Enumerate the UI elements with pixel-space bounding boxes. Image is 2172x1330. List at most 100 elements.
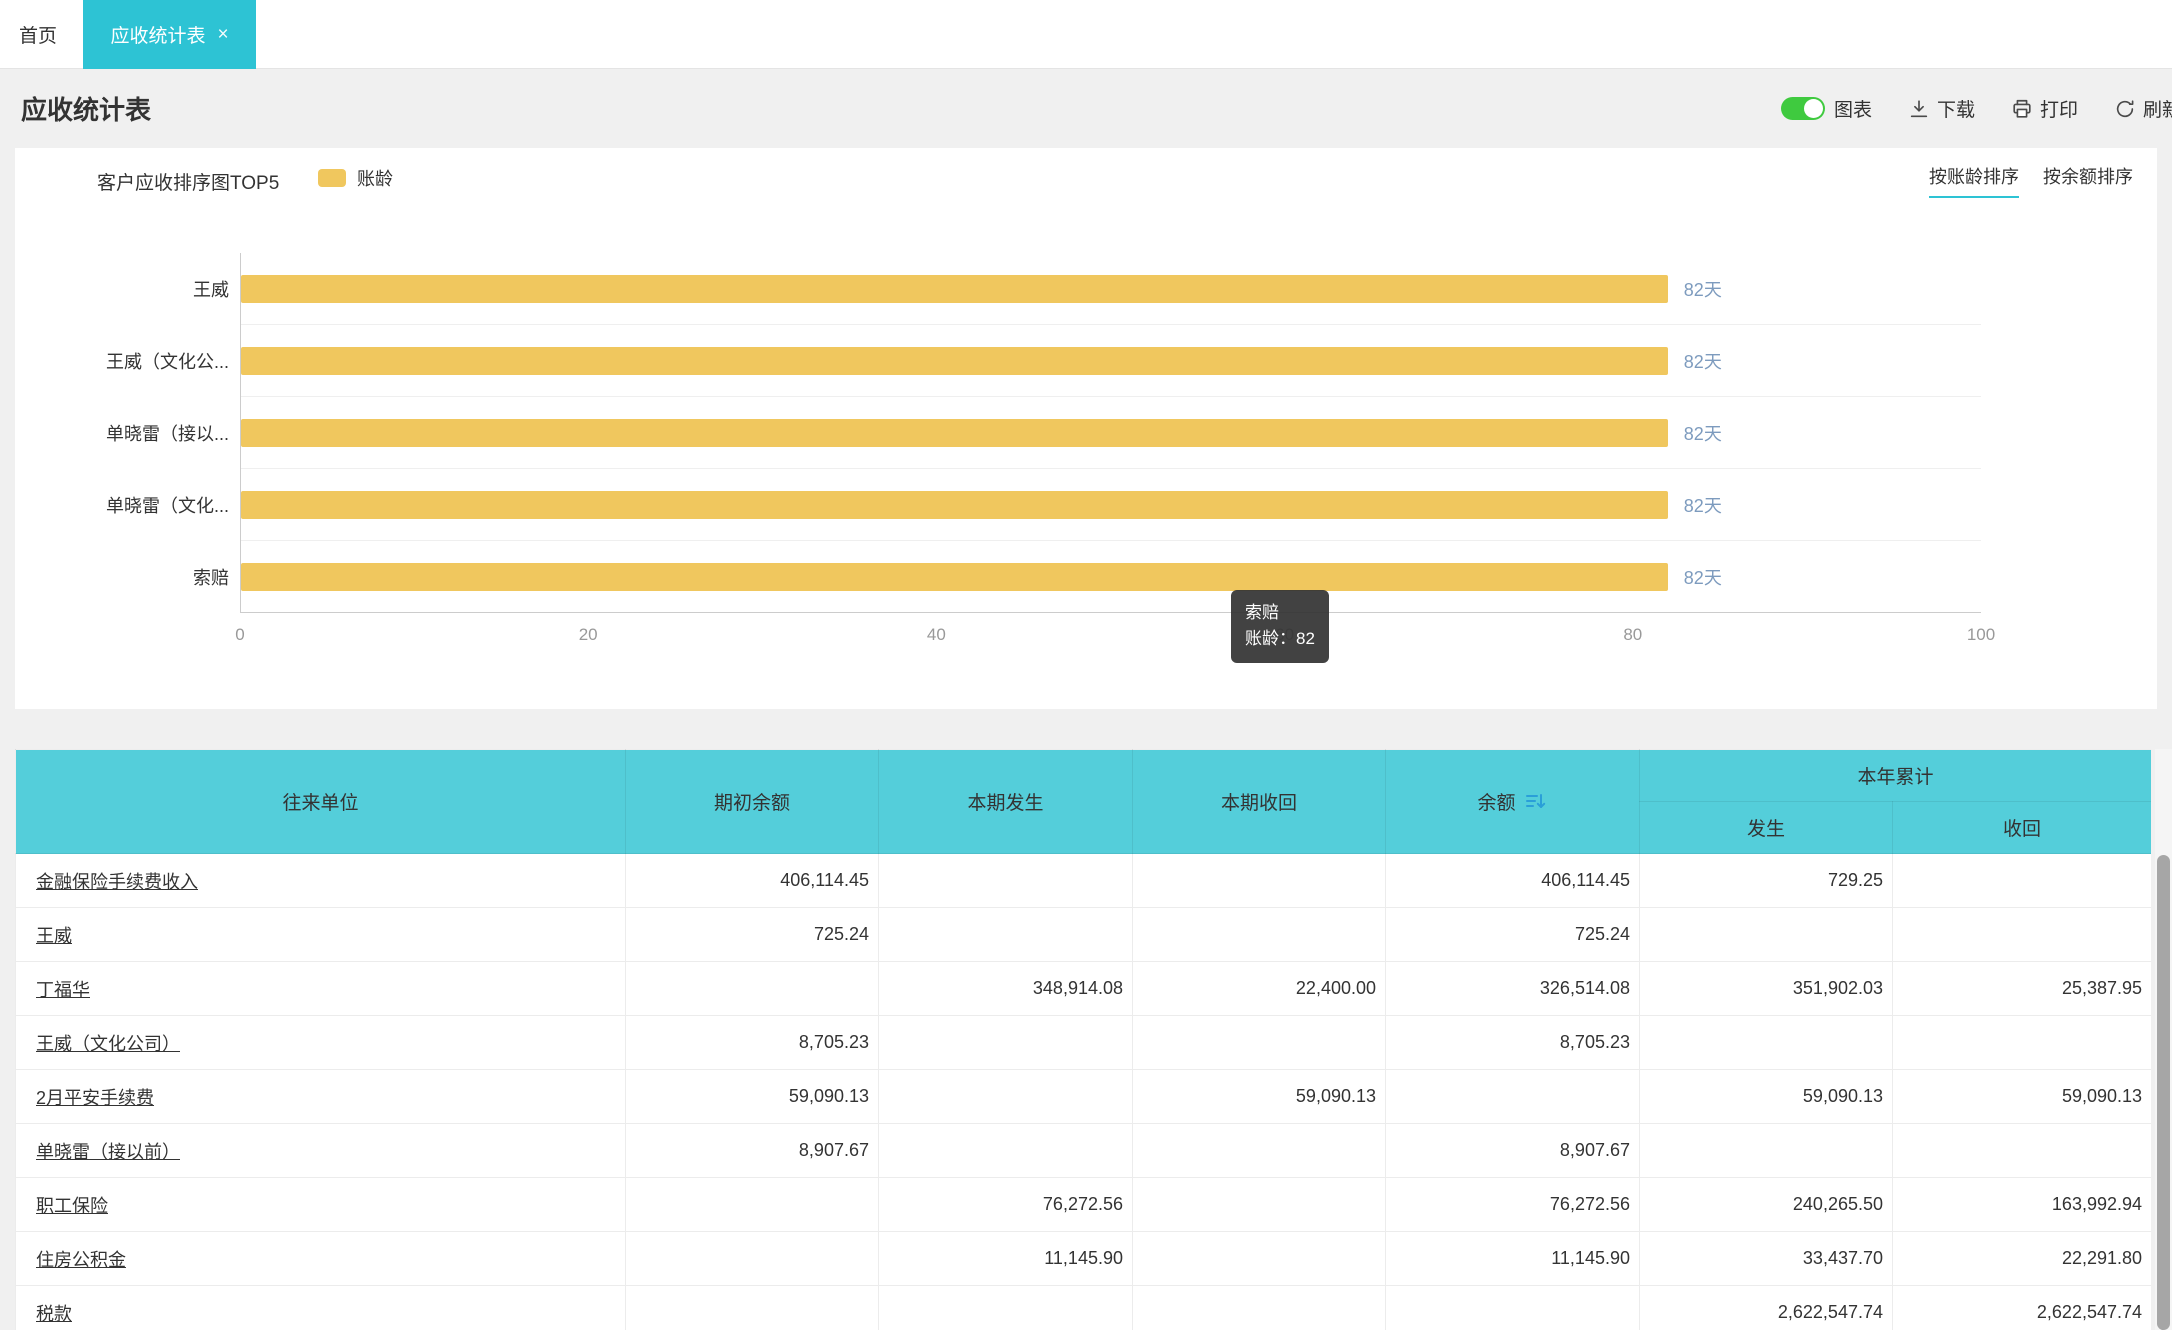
col-header-year-received[interactable]: 收回 — [1891, 801, 2151, 854]
counterparty-link[interactable]: 王威（文化公司） — [36, 1033, 180, 1054]
download-icon — [1910, 99, 1928, 117]
amount-cell — [1385, 1285, 1640, 1330]
tooltip-value: 账龄：82 — [1245, 629, 1315, 649]
counterparty-link[interactable]: 金融保险手续费收入 — [36, 871, 198, 892]
chart-tooltip: 索赔 账龄：82 — [1231, 590, 1329, 663]
sort-by-balance-tab[interactable]: 按余额排序 — [2043, 167, 2133, 187]
tab-home[interactable]: 首页 — [0, 0, 76, 69]
amount-cell — [1891, 1123, 2151, 1178]
col-header-period-received[interactable]: 本期收回 — [1132, 749, 1386, 854]
amount-cell — [1385, 1069, 1640, 1124]
aging-bar[interactable] — [241, 563, 1668, 591]
table-row: 金融保险手续费收入 406,114.45 406,114.45 729.25 — [15, 853, 2151, 908]
aging-bar[interactable] — [241, 419, 1668, 447]
legend-swatch — [318, 169, 346, 187]
toggle-knob — [1804, 99, 1823, 118]
amount-cell: 22,291.80 — [1891, 1231, 2151, 1286]
col-header-period-occurred[interactable]: 本期发生 — [878, 749, 1133, 854]
tab-receivable-stats[interactable]: 应收统计表 × — [83, 0, 256, 69]
counterparty-cell: 单晓雷（接以前） — [15, 1123, 626, 1178]
amount-cell — [625, 961, 879, 1016]
amount-cell: 348,914.08 — [878, 961, 1133, 1016]
bar-value-label: 82天 — [1683, 351, 1722, 372]
table-row: 丁福华 348,914.08 22,400.00 326,514.08 351,902.… — [15, 961, 2151, 1016]
aging-bar[interactable] — [241, 491, 1668, 519]
bar-row: 82天 — [241, 541, 1981, 613]
amount-cell — [1891, 853, 2151, 908]
amount-cell: 59,090.13 — [1132, 1069, 1386, 1124]
counterparty-link[interactable]: 丁福华 — [36, 979, 90, 1000]
vertical-scrollbar[interactable] — [2155, 749, 2172, 1330]
aging-bar[interactable] — [241, 275, 1668, 303]
table-row: 税款 2,622,547.74 2,622,547.74 — [15, 1285, 2151, 1330]
page-toolbar: 应收统计表 图表 下载 打印 刷新 — [0, 69, 2172, 148]
amount-cell — [1132, 1123, 1386, 1178]
print-icon — [2013, 99, 2031, 118]
amount-cell: 11,145.90 — [1385, 1231, 1640, 1286]
refresh-icon — [2116, 99, 2134, 117]
amount-cell: 8,705.23 — [1385, 1015, 1640, 1070]
col-header-balance[interactable]: 余额 — [1385, 749, 1640, 854]
sort-icon[interactable] — [1524, 790, 1548, 814]
table-row: 住房公积金 11,145.90 11,145.90 33,437.70 22,291.8… — [15, 1231, 2151, 1286]
amount-cell — [878, 1285, 1133, 1330]
col-header-year-occurred[interactable]: 发生 — [1639, 801, 1893, 854]
amount-cell: 33,437.70 — [1639, 1231, 1893, 1286]
amount-cell: 8,907.67 — [625, 1123, 879, 1178]
counterparty-link[interactable]: 税款 — [36, 1303, 72, 1324]
x-axis-tick: 100 — [1966, 625, 1996, 644]
amount-cell — [1639, 907, 1893, 962]
amount-cell — [1132, 1015, 1386, 1070]
amount-cell — [878, 907, 1133, 962]
print-button[interactable]: 打印 — [2011, 95, 2078, 122]
chart-toggle-label: 图表 — [1834, 100, 1873, 121]
refresh-button[interactable]: 刷新 — [2114, 95, 2172, 122]
refresh-label: 刷新 — [2143, 100, 2172, 121]
col-header-counterparty[interactable]: 往来单位 — [15, 749, 626, 854]
amount-cell — [878, 1069, 1133, 1124]
bar-value-label: 82天 — [1683, 423, 1722, 444]
chart-title: 客户应收排序图TOP5 — [97, 173, 280, 194]
amount-cell — [625, 1177, 879, 1232]
counterparty-link[interactable]: 职工保险 — [36, 1195, 108, 1216]
download-button[interactable]: 下载 — [1908, 95, 1975, 122]
tab-home-label: 首页 — [18, 26, 57, 47]
legend-item-aging[interactable]: 账龄 — [318, 165, 393, 191]
counterparty-cell: 王威 — [15, 907, 626, 962]
page-title: 应收统计表 — [21, 95, 152, 125]
table-row: 2月平安手续费 59,090.13 59,090.13 59,090.13 59,090… — [15, 1069, 2151, 1124]
amount-cell — [1132, 1177, 1386, 1232]
amount-cell — [1132, 1231, 1386, 1286]
counterparty-cell: 住房公积金 — [15, 1231, 626, 1286]
plot-area: 82天 82天 82天 82天 82天 — [240, 253, 1981, 613]
counterparty-cell: 丁福华 — [15, 961, 626, 1016]
col-header-opening-balance[interactable]: 期初余额 — [625, 749, 879, 854]
amount-cell — [1132, 907, 1386, 962]
tab-bar: 首页 应收统计表 × — [0, 0, 2172, 69]
counterparty-link[interactable]: 2月平安手续费 — [36, 1087, 155, 1108]
receivables-table-wrap: 往来单位 期初余额 本期发生 本期收回 余额 本年累计 发生 收回 — [15, 749, 2151, 1330]
category-axis: 王威 王威（文化公... 单晓雷（接以... 单晓雷（文化... 索赔 — [15, 253, 229, 613]
amount-cell: 729.25 — [1639, 853, 1893, 908]
counterparty-link[interactable]: 单晓雷（接以前） — [36, 1141, 180, 1162]
aging-bar[interactable] — [241, 347, 1668, 375]
bar-category-label: 王威（文化公... — [105, 352, 229, 372]
table-body: 金融保险手续费收入 406,114.45 406,114.45 729.25 王威 725… — [15, 853, 2151, 1330]
table-row: 单晓雷（接以前） 8,907.67 8,907.67 — [15, 1123, 2151, 1178]
counterparty-link[interactable]: 住房公积金 — [36, 1249, 126, 1270]
amount-cell: 11,145.90 — [878, 1231, 1133, 1286]
amount-cell: 163,992.94 — [1891, 1177, 2151, 1232]
bar-value-label: 82天 — [1683, 568, 1722, 588]
bar-row: 82天 — [241, 397, 1981, 469]
amount-cell: 8,705.23 — [625, 1015, 879, 1070]
sort-by-aging-tab[interactable]: 按账龄排序 — [1929, 163, 2019, 198]
amount-cell — [625, 1231, 879, 1286]
tab-receivable-stats-label: 应收统计表 — [110, 26, 206, 47]
bar-category-label: 王威 — [193, 280, 229, 300]
chart-visibility-toggle[interactable] — [1781, 97, 1825, 120]
amount-cell: 59,090.13 — [1891, 1069, 2151, 1124]
close-tab-icon[interactable]: × — [217, 23, 229, 45]
counterparty-link[interactable]: 王威 — [36, 925, 72, 946]
scrollbar-thumb[interactable] — [2157, 855, 2170, 1330]
col-header-year-total: 本年累计 — [1638, 749, 2151, 802]
